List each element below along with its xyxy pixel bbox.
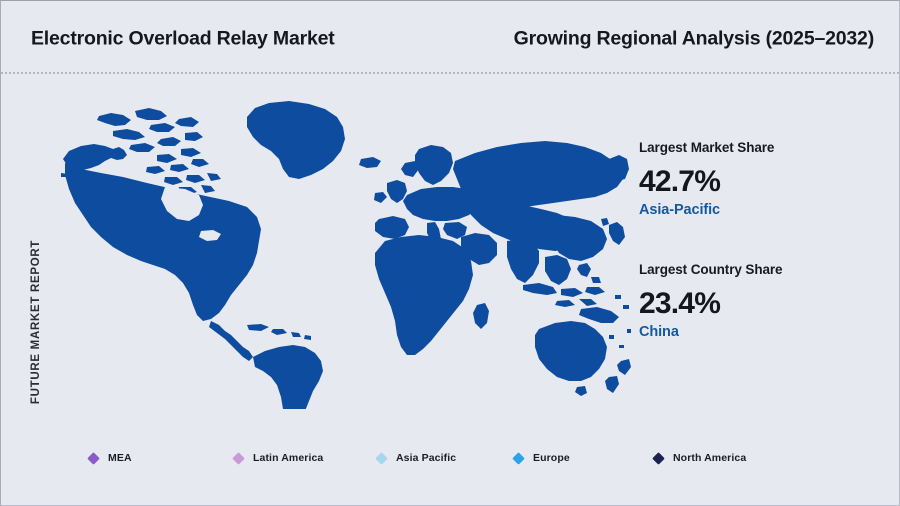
diamond-marker-icon [87,451,100,465]
landmass-iberia [375,216,409,239]
landmass-south-america [253,345,323,409]
landmass-indonesia [523,283,605,307]
brand-watermark-label: FUTURE MARKET REPORT [30,239,43,405]
hudson-bay [161,187,203,221]
landmass-alaska [63,144,127,170]
landmass-caribbean [247,324,311,340]
landmass-southeast-asia [545,255,571,285]
landmass-scandinavia [401,145,453,185]
stat-label: Largest Country Share [639,262,783,277]
legend-item-label: MEA [108,452,132,464]
landmass-madagascar [473,303,489,329]
world-map-landmasses [61,101,631,409]
landmass-korea-japan [601,218,625,245]
landmass-new-zealand [605,359,631,393]
legend-item-label: North America [673,452,747,464]
landmass-australia [535,321,607,381]
landmass-philippines [577,263,601,283]
stats-panel: Largest Market Share 42.7% Asia-Pacific … [639,139,889,342]
great-lakes [199,230,221,241]
stat-largest-country-share: Largest Country Share 23.4% China [639,261,889,342]
landmass-greenland [247,101,345,179]
landmass-africa [375,235,473,355]
header-subtitle: Growing Regional Analysis (2025–2032) [513,27,875,50]
landmass-tasmania [575,386,587,396]
landmass-china-east-asia [551,215,607,261]
page-title: Electronic Overload Relay Market [31,27,335,50]
landmass-russia-siberia [453,141,623,209]
legend-item-label: Europe [533,452,570,464]
legend-item-europe: Europe [512,447,570,469]
legend-item-north-america: North America [652,447,747,469]
diamond-marker-icon [375,451,388,465]
stat-region: China [639,324,679,340]
stat-label: Largest Market Share [639,140,775,155]
chart-legend: MEA Latin America Asia Pacific Europe No… [87,447,789,469]
world-map-svg [61,101,631,409]
legend-item-latin-america: Latin America [232,447,324,469]
landmass-arctic-islands [97,108,221,195]
landmass-pacific-islands [609,295,631,348]
legend-item-asia-pacific: Asia Pacific [375,447,457,469]
diamond-marker-icon [652,451,665,465]
legend-item-label: Asia Pacific [396,452,457,464]
stat-region: Asia-Pacific [639,202,721,218]
world-map [61,89,631,409]
diamond-marker-icon [512,451,525,465]
header: Electronic Overload Relay Market Growing… [1,1,899,72]
stat-value: 42.7% [639,165,721,198]
landmass-new-guinea [579,307,619,323]
stat-largest-market-share: Largest Market Share 42.7% Asia-Pacific [639,139,889,220]
landmass-central-america [209,321,253,361]
landmass-europe-mainland [403,187,481,221]
legend-item-mea: MEA [87,447,132,469]
landmass-north-america-mainland [65,163,261,321]
landmass-balkans [443,222,467,239]
brand-watermark: FUTURE MARKET REPORT [27,229,45,415]
landmass-arabia [461,233,497,265]
header-divider [1,72,899,74]
landmass-iceland [359,157,381,168]
landmass-india [507,239,539,283]
legend-item-label: Latin America [253,452,324,464]
stat-value: 23.4% [639,287,721,320]
diamond-marker-icon [232,451,245,465]
landmass-kamchatka [607,155,629,181]
landmass-europe-british-isles [374,180,407,203]
